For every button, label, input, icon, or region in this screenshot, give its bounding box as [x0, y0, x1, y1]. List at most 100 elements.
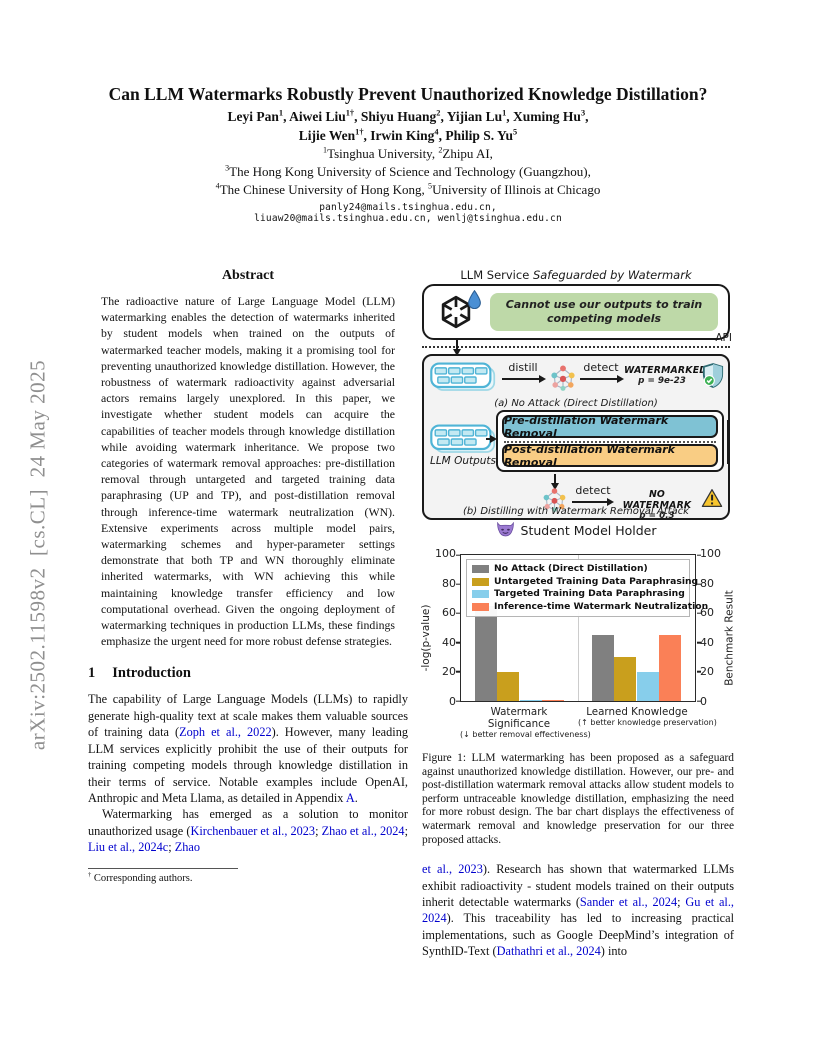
openai-logo-icon [438, 290, 481, 334]
y-tick-label: 40 [442, 635, 456, 649]
llm-outputs-label: LLM Outputs [429, 455, 497, 467]
abstract-heading: Abstract [221, 268, 275, 283]
footnote-text: Corresponding authors. [91, 872, 193, 884]
y-tick-mark [455, 671, 460, 673]
y-tick-label: 0 [700, 695, 707, 708]
text-run: ). This traceability has led to increasi… [422, 911, 734, 959]
llm-outputs-icon [430, 424, 496, 453]
y-tick-label: 60 [700, 606, 714, 620]
legend-label: Untargeted Training Data Paraphrasing [494, 575, 699, 587]
bar-watermark-significance-s2 [519, 699, 542, 701]
detect-arrow [572, 497, 614, 506]
citation-link[interactable]: Zhao et al., 2024 [321, 823, 405, 838]
distill-arrow [502, 374, 546, 383]
x-category: Watermark Significance (↓ better removal … [460, 706, 591, 739]
removal-methods-box: Pre-distillation Watermark Removal Post-… [496, 410, 724, 472]
bar-learned-knowledge-s1 [614, 657, 637, 701]
y-tick-label: 80 [442, 576, 456, 590]
y-tick-label: 20 [442, 665, 456, 679]
bar-learned-knowledge-s2 [636, 671, 659, 701]
student-model-icon [543, 488, 566, 513]
legend-entry: Inference-time Watermark Neutralization [472, 601, 708, 614]
citation-link[interactable]: Liu et al., 2024c [88, 840, 169, 855]
intro-paragraph-2: Watermarking has emerged as a solution t… [88, 806, 408, 855]
no-watermark-result: NO WATERMARK p = 0.3 [616, 489, 698, 521]
y-tick-mark [455, 583, 460, 585]
citation-link[interactable]: Kirchenbauer et al., 2023 [190, 823, 316, 838]
y-tick-mark [455, 554, 460, 556]
service-policy-message: Cannot use our outputs to train competin… [490, 293, 718, 331]
text-run: ; [404, 823, 408, 838]
bar-watermark-significance-s1 [497, 671, 520, 701]
student-model-icon [551, 365, 575, 391]
y-tick-mark [455, 641, 460, 644]
footnote: † Corresponding authors. [88, 867, 408, 884]
detect-arrow [580, 374, 624, 383]
section-title: Introduction [112, 665, 191, 682]
student-model-holder: Student Model Holder [422, 522, 730, 538]
legend-label: No Attack (Direct Distillation) [494, 563, 648, 574]
legend-entry: Targeted Training Data Paraphrasing [472, 588, 685, 601]
section-heading-introduction: 1 Introduction [88, 665, 408, 682]
y-tick-mark [696, 554, 701, 556]
text-run: ). However, many leading LLM services ex… [88, 725, 409, 805]
legend-swatch [472, 577, 489, 586]
legend-swatch [472, 590, 489, 599]
citation-link[interactable]: Dathathri et al., 2024 [496, 944, 601, 959]
distill-label: distill [508, 361, 538, 374]
y-tick-mark [696, 583, 701, 585]
citation-link[interactable]: A [345, 790, 355, 805]
y-tick-label: 0 [449, 695, 456, 708]
affiliation-line: 1Tsinghua University, 2Zhipu AI, [323, 145, 493, 161]
figure-1-diagram: LLM Service Safeguarded by Watermark Can… [422, 268, 732, 540]
text-run: Watermarking has emerged as a solution t… [88, 807, 408, 838]
bar-watermark-significance-s0 [475, 606, 498, 701]
affiliation-line: 3The Hong Kong University of Science and… [225, 163, 591, 179]
y-tick-mark [696, 700, 701, 702]
y-tick-mark [696, 671, 701, 673]
bar-learned-knowledge-s0 [592, 635, 615, 701]
citation-link[interactable]: Sander et al., 2024 [579, 894, 678, 909]
y-tick-mark [455, 700, 460, 702]
citation-link[interactable]: Zhao [174, 840, 201, 855]
text-run: The capability of Large Language Models … [88, 692, 408, 740]
figure-1-caption: Figure 1: LLM watermarking has been prop… [422, 752, 734, 846]
figure-1-bar-chart: -log(p-value) Benchmark Result 0 20 40 60 80… [420, 547, 736, 740]
citation-link[interactable]: Zoph et al., 2022 [179, 725, 272, 740]
y-tick-mark [455, 612, 460, 615]
legend-label: Targeted Training Data Paraphrasing [494, 588, 685, 599]
y-tick-label: 60 [442, 606, 456, 620]
citation-link[interactable]: Gu et al., 2024 [422, 894, 734, 926]
chart-legend: No Attack (Direct Distillation) Untargete… [466, 559, 708, 617]
api-boundary-line [422, 346, 730, 348]
citation-link[interactable]: et al., 2023 [422, 862, 483, 877]
water-drop-icon [468, 290, 481, 309]
legend-swatch [472, 565, 489, 574]
legend-label: Inference-time Watermark Neutralization [494, 600, 709, 612]
y-tick-mark [696, 641, 701, 644]
y-axis-ticks-left: 0 20 40 60 80 100 [430, 547, 456, 708]
affiliation-line: 4The Chinese University of Hong Kong, 5U… [215, 181, 601, 197]
flow-arrow [550, 474, 559, 490]
y-axis-ticks-right: 0 20 40 60 80 100 [700, 547, 726, 708]
arxiv-watermark: arXiv:2502.11598v2 [cs.CL] 24 May 2025 [25, 359, 50, 751]
text-run: ) into [600, 944, 628, 959]
paper-header: Can LLM Watermarks Robustly Prevent Unau… [88, 84, 728, 224]
warning-icon [701, 489, 723, 507]
text-run: ; [677, 894, 686, 909]
page-title: Can LLM Watermarks Robustly Prevent Unau… [108, 84, 708, 104]
student-model-holder-label: Student Model Holder [520, 522, 657, 538]
detect-label: detect [575, 484, 611, 497]
bar-watermark-significance-s3 [541, 699, 564, 701]
caption-part-a: (a) No Attack (Direct Distillation) [494, 398, 658, 409]
x-axis-labels: Watermark Significance (↓ better removal … [460, 706, 717, 739]
intro-paragraph-1: The capability of Large Language Models … [88, 691, 408, 806]
caption-part-b: (b) Distilling with Watermark Removal At… [463, 506, 689, 517]
abstract-body: The radioactive nature of Large Language… [101, 294, 395, 649]
y-tick-label: 20 [700, 665, 714, 679]
right-column-paragraph: et al., 2023). Research has shown that w… [422, 861, 734, 959]
flow-bracket [727, 420, 729, 464]
text-run: ). Research has shown that watermarked L… [422, 862, 734, 909]
author-line: Leyi Pan1, Aiwei Liu1†, Shiyu Huang2, Yi… [227, 108, 589, 124]
shield-check-icon [702, 363, 724, 388]
